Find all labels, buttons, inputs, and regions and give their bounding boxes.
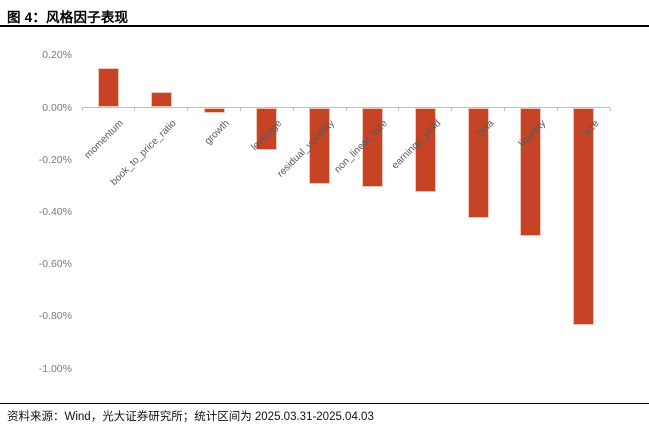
bar-earnings_yield <box>414 108 436 192</box>
bar-liquidity <box>520 108 542 237</box>
y-axis-tick-label: -1.00% <box>38 362 72 375</box>
x-axis-tick <box>345 107 347 111</box>
bar-beta <box>467 108 489 218</box>
bar-residual_volatility <box>309 108 331 184</box>
figure-title: 图 4：风格因子表现 <box>7 10 129 25</box>
footer-divider <box>0 403 649 404</box>
x-axis-tick <box>556 107 558 111</box>
x-axis-tick <box>451 107 453 111</box>
x-category-label: momentum <box>83 117 127 161</box>
style-factor-bar-chart: 0.20% 0.00% -0.20% -0.40% -0.60% -0.80% -1.00%… <box>0 27 649 403</box>
bar-growth <box>203 108 225 114</box>
y-axis-tick-label: -0.80% <box>38 310 72 323</box>
bar-book_to_price_ratio <box>150 91 172 108</box>
x-axis-tick <box>187 107 189 111</box>
y-axis-tick-label: -0.20% <box>38 153 72 166</box>
x-axis-tick <box>398 107 400 111</box>
y-axis-tick-label: 0.00% <box>42 101 72 114</box>
y-axis-tick-label: -0.40% <box>38 205 72 218</box>
x-axis-tick <box>503 107 505 111</box>
x-axis-tick <box>609 107 611 111</box>
title-divider <box>0 25 649 27</box>
bar-momentum <box>97 68 119 108</box>
x-axis-tick <box>81 107 83 111</box>
bar-size <box>573 108 595 325</box>
source-note: 资料来源：Wind，光大证券研究所；统计区间为 2025.03.31-2025.… <box>7 411 374 423</box>
bar-leverage <box>256 108 278 150</box>
x-axis-tick <box>239 107 241 111</box>
y-axis-tick-label: 0.20% <box>42 49 72 62</box>
x-axis-tick <box>292 107 294 111</box>
x-axis-tick <box>134 107 136 111</box>
y-axis-tick-label: -0.60% <box>38 258 72 271</box>
bar-non_linear_size <box>361 108 383 187</box>
x-category-label: growth <box>202 117 232 147</box>
